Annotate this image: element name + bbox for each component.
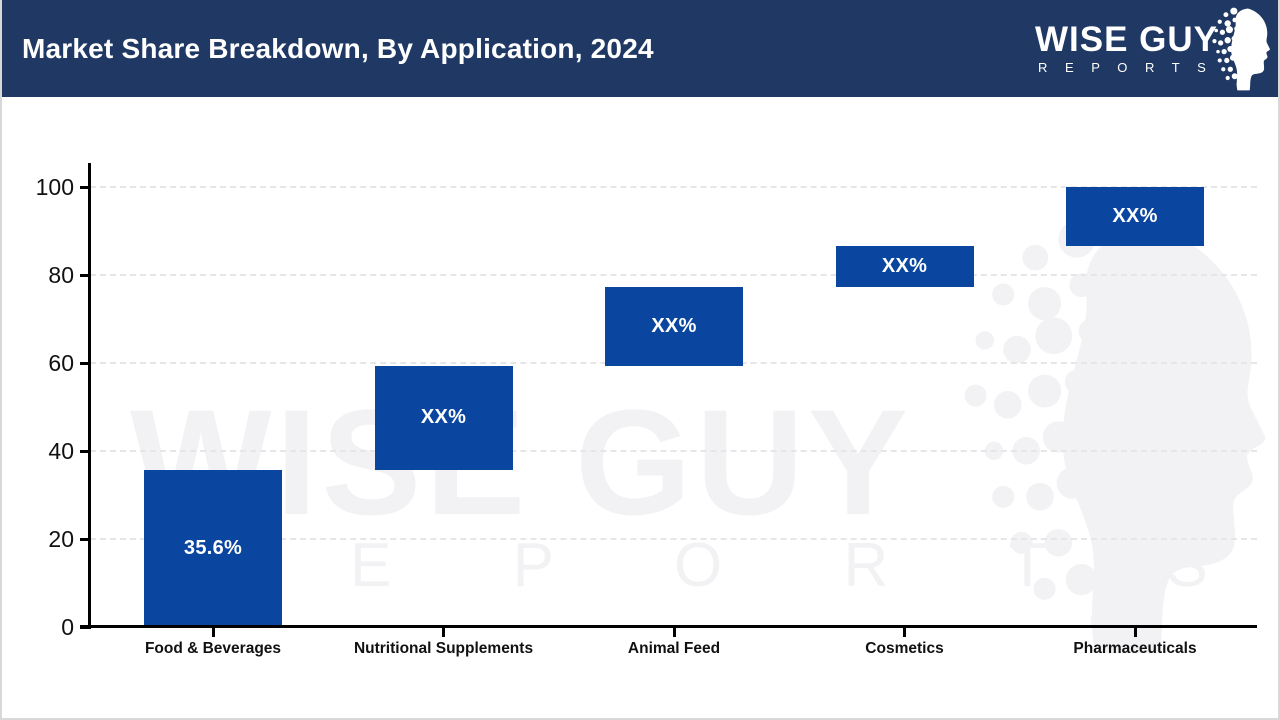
- x-axis-line: [80, 625, 1257, 628]
- category-label: Nutritional Supplements: [353, 640, 534, 657]
- y-axis-tick: [80, 626, 90, 629]
- bar-value-label: XX%: [420, 406, 467, 429]
- category-label: Animal Feed: [627, 640, 721, 657]
- bar-value-label: XX%: [881, 254, 928, 277]
- y-axis-tick-label: 40: [48, 438, 74, 464]
- waterfall-bar: 35.6%: [144, 470, 282, 627]
- x-axis-tick: [672, 628, 676, 637]
- y-axis-tick-label: 100: [35, 174, 74, 200]
- y-axis-tick: [80, 538, 90, 541]
- bar-value-label: XX%: [1112, 204, 1158, 227]
- y-axis-tick-label: 80: [48, 262, 74, 288]
- waterfall-bar: XX%: [1066, 187, 1204, 246]
- y-axis-tick: [80, 274, 90, 277]
- gridline: [90, 450, 1257, 452]
- header: Market Share Breakdown, By Application, …: [2, 0, 1278, 97]
- logo-text-wiseguy: WISE GUY: [1034, 20, 1218, 59]
- bar-value-label: XX%: [651, 314, 697, 337]
- category-label: Food & Beverages: [144, 640, 282, 657]
- logo-text-reports: R E P O R T S: [1037, 60, 1213, 75]
- logo-wordmark: WISE GUY R E P O R T S: [1035, 22, 1218, 75]
- x-axis-tick: [903, 628, 906, 637]
- bar-value-label: 35.6%: [183, 537, 243, 560]
- category-label: Pharmaceuticals: [1073, 640, 1197, 657]
- waterfall-bar: XX%: [835, 245, 974, 287]
- gridline: [90, 186, 1257, 188]
- wise-guy-logo: WISE GUY R E P O R T S: [1035, 5, 1276, 93]
- gridline: [90, 538, 1257, 540]
- category-label: Cosmetics: [865, 640, 944, 657]
- y-axis-tick: [80, 450, 90, 453]
- waterfall-bar: XX%: [374, 365, 513, 471]
- y-axis-tick-label: 60: [48, 350, 74, 376]
- y-axis-tick: [80, 362, 90, 365]
- x-axis-tick: [442, 628, 445, 637]
- page-title: Market Share Breakdown, By Application, …: [22, 32, 654, 64]
- gridline: [90, 274, 1257, 276]
- y-axis-tick-label: 0: [61, 614, 74, 640]
- y-axis-line: [88, 163, 91, 629]
- x-axis-tick: [211, 628, 215, 637]
- waterfall-bar: XX%: [605, 286, 743, 366]
- wise-guy-face-icon: [1212, 7, 1270, 90]
- x-axis-tick: [1133, 628, 1137, 637]
- y-axis-tick: [80, 186, 90, 189]
- y-axis-tick-label: 20: [48, 526, 74, 552]
